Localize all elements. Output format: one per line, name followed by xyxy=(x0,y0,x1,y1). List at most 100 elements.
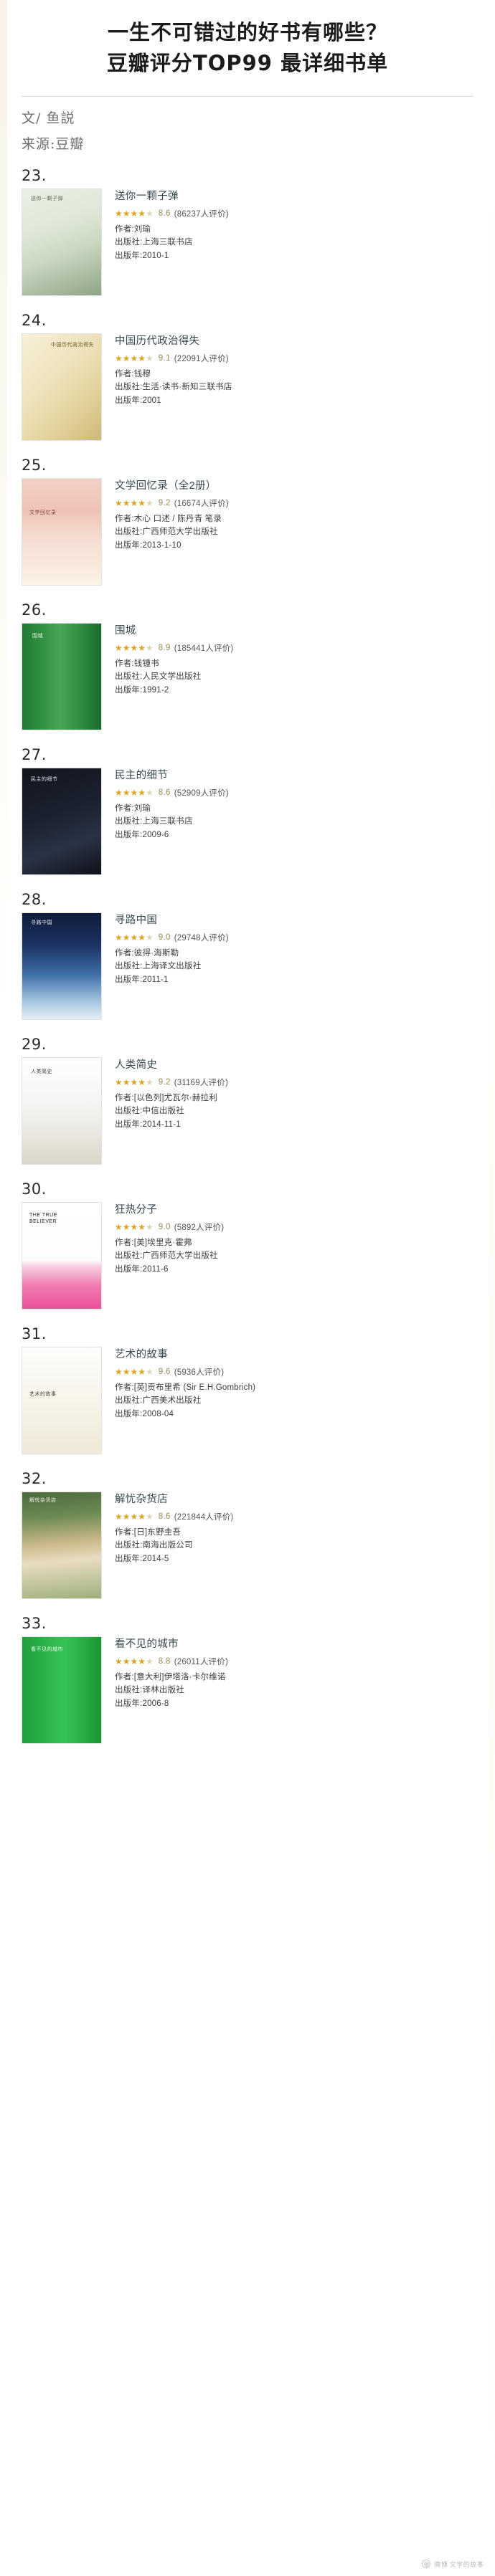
book-cover-image[interactable]: 解忧杂货店 xyxy=(22,1491,102,1599)
book-pubyear-line: 出版年:2006-8 xyxy=(115,1699,169,1708)
book-title-link[interactable]: 寻路中国 xyxy=(115,914,158,926)
book-score: 8.8 xyxy=(158,1656,171,1666)
book-rating-row: ★★★★★ 8.6 (86237人评价) xyxy=(115,208,229,219)
book-pubyear-line: 出版年:2013-1-10 xyxy=(115,541,182,550)
book-publisher-line: 出版社:生活·读书·新知三联书店 xyxy=(115,383,232,392)
book-vote-count: (185441人评价) xyxy=(174,644,234,653)
book-rating-row: ★★★★★ 8.6 (221844人评价) xyxy=(115,1511,233,1522)
book-author-line: 作者:刘瑜 xyxy=(115,224,151,234)
book-publisher-line: 出版社:南海出版公司 xyxy=(115,1541,193,1550)
book-publisher-line: 出版社:上海译文出版社 xyxy=(115,962,202,971)
book-author-line: 作者:[意大利]伊塔洛·卡尔维诺 xyxy=(115,1672,226,1681)
book-title-link[interactable]: 看不见的城市 xyxy=(115,1638,179,1650)
book-title-link[interactable]: 围城 xyxy=(115,624,136,636)
book-score: 8.6 xyxy=(158,209,171,218)
book-rank-number: 28. xyxy=(22,890,47,908)
book-entry: 33. 看不见的城市 看不见的城市 ★★★★★ 8.8 (26011人评价) 作者:[意大利… xyxy=(0,1615,495,1744)
book-author-line: 作者:[美]埃里克·霍弗 xyxy=(115,1238,192,1247)
book-entry: 23. 送你一颗子弹 送你一颗子弹 ★★★★★ 8.6 (86237人评价) 作者:刘瑜 出版… xyxy=(0,167,495,296)
book-meta: 文学回忆录（全2册） ★★★★★ 9.2 (16674人评价) 作者:木心 口述 / 陈… xyxy=(102,478,229,553)
book-title-link[interactable]: 送你一颗子弹 xyxy=(115,190,179,202)
header-divider xyxy=(22,95,473,97)
book-cover-image[interactable]: 看不见的城市 xyxy=(22,1636,102,1744)
book-cover-title: 文学回忆录 xyxy=(29,510,57,515)
book-entry: 25. 文学回忆录 文学回忆录（全2册） ★★★★★ 9.2 (16674人评价) 作者:木… xyxy=(0,457,495,586)
book-title-link[interactable]: 民主的细节 xyxy=(115,769,168,781)
book-vote-count: (221844人评价) xyxy=(174,1512,234,1522)
book-vote-count: (31169人评价) xyxy=(174,1078,228,1087)
book-entry: 29. 人类简史 人类简史 ★★★★★ 9.2 (31169人评价) 作者:[以色列]尤瓦尔… xyxy=(0,1036,495,1165)
byline-block: 文/ 鱼説 来源:豆瓣 xyxy=(0,80,495,157)
book-rating-row: ★★★★★ 9.1 (22091人评价) xyxy=(115,353,232,364)
book-author-line: 作者:[以色列]尤瓦尔·赫拉利 xyxy=(115,1093,217,1102)
star-rating-icon: ★★★★★ xyxy=(115,497,154,508)
book-cover-title: 送你一颗子弹 xyxy=(31,196,63,201)
book-cover-title: THE TRUE BELIEVER xyxy=(29,1212,57,1224)
book-list: 23. 送你一颗子弹 送你一颗子弹 ★★★★★ 8.6 (86237人评价) 作者:刘瑜 出版… xyxy=(0,157,495,1744)
book-score: 9.0 xyxy=(158,1222,171,1231)
book-title-link[interactable]: 狂热分子 xyxy=(115,1203,158,1216)
book-cover-image[interactable]: 艺术的故事 xyxy=(22,1346,102,1454)
book-vote-count: (5936人评价) xyxy=(174,1368,225,1377)
book-author-line: 作者:[日]东野圭吾 xyxy=(115,1527,182,1537)
book-entry: 31. 艺术的故事 艺术的故事 ★★★★★ 9.6 (5936人评价) 作者:[英]贡布里希… xyxy=(0,1325,495,1454)
book-pubyear-line: 出版年:1991-2 xyxy=(115,686,169,695)
book-meta: 人类简史 ★★★★★ 9.2 (31169人评价) 作者:[以色列]尤瓦尔·赫拉利 出版社… xyxy=(102,1057,228,1132)
book-vote-count: (29748人评价) xyxy=(174,933,229,943)
book-rank-number: 30. xyxy=(22,1180,47,1198)
star-rating-icon: ★★★★★ xyxy=(115,1077,154,1087)
weibo-logo-icon xyxy=(422,2560,431,2569)
byline-author: 文/ 鱼説 xyxy=(22,110,75,126)
book-cover-image[interactable]: 寻路中国 xyxy=(22,912,102,1020)
book-publisher-line: 出版社:上海三联书店 xyxy=(115,817,193,826)
star-rating-icon: ★★★★★ xyxy=(115,1656,154,1666)
book-vote-count: (86237人评价) xyxy=(174,209,229,219)
book-pubyear-line: 出版年:2008-04 xyxy=(115,1410,174,1418)
book-rank-number: 33. xyxy=(22,1614,47,1632)
book-title-link[interactable]: 人类简史 xyxy=(115,1059,158,1071)
book-publisher-line: 出版社:上海三联书店 xyxy=(115,238,193,247)
book-pubyear-line: 出版年:2001 xyxy=(115,396,161,405)
book-title-link[interactable]: 文学回忆录（全2册） xyxy=(115,480,217,492)
book-vote-count: (26011人评价) xyxy=(174,1657,228,1666)
book-title-link[interactable]: 中国历代政治得失 xyxy=(115,335,200,347)
book-rank-number: 27. xyxy=(22,745,47,763)
book-cover-image[interactable]: 人类简史 xyxy=(22,1056,102,1165)
book-meta: 寻路中国 ★★★★★ 9.0 (29748人评价) 作者:彼得·海斯勒 出版社:上海译文出… xyxy=(102,912,229,987)
book-pubyear-line: 出版年:2010-1 xyxy=(115,252,169,260)
book-meta: 解忧杂货店 ★★★★★ 8.6 (221844人评价) 作者:[日]东野圭吾出版社:南海… xyxy=(102,1492,233,1566)
book-meta: 艺术的故事 ★★★★★ 9.6 (5936人评价) 作者:[英]贡布里希 (Sir E.… xyxy=(102,1347,255,1421)
book-cover-image[interactable]: 文学回忆录 xyxy=(22,477,102,586)
book-publisher-line: 出版社:人民文学出版社 xyxy=(115,672,202,682)
book-rating-row: ★★★★★ 8.9 (185441人评价) xyxy=(115,642,233,654)
book-meta: 看不见的城市 ★★★★★ 8.8 (26011人评价) 作者:[意大利]伊塔洛·卡尔维诺… xyxy=(102,1636,228,1711)
book-cover-image[interactable]: THE TRUE BELIEVER xyxy=(22,1201,102,1310)
book-rating-row: ★★★★★ 9.0 (5892人评价) xyxy=(115,1221,224,1233)
book-score: 9.2 xyxy=(158,1077,171,1087)
book-author-line: 作者:钱锺书 xyxy=(115,659,159,668)
star-rating-icon: ★★★★★ xyxy=(115,1511,154,1522)
book-score: 9.6 xyxy=(158,1367,171,1376)
book-rating-row: ★★★★★ 9.6 (5936人评价) xyxy=(115,1366,255,1378)
book-entry: 27. 民主的细节 民主的细节 ★★★★★ 8.6 (52909人评价) 作者:刘瑜 出版社:… xyxy=(0,746,495,875)
book-cover-image[interactable]: 中国历代政治得失 xyxy=(22,333,102,441)
book-rank-number: 29. xyxy=(22,1035,47,1053)
book-score: 9.2 xyxy=(158,498,171,507)
page-title-line-2: 豆瓣评分TOP99 最详细书单 xyxy=(106,50,389,75)
book-entry: 26. 围城 围城 ★★★★★ 8.9 (185441人评价) 作者:钱锺书出版社:人民文学… xyxy=(0,601,495,730)
book-vote-count: (52909人评价) xyxy=(174,788,229,798)
book-cover-image[interactable]: 围城 xyxy=(22,622,102,730)
book-cover-image[interactable]: 送你一颗子弹 xyxy=(22,188,102,296)
book-title-link[interactable]: 解忧杂货店 xyxy=(115,1493,168,1505)
book-meta: 送你一颗子弹 ★★★★★ 8.6 (86237人评价) 作者:刘瑜出版社:上海三联书店出… xyxy=(102,189,229,263)
book-pubyear-line: 出版年:2011-6 xyxy=(115,1265,169,1274)
book-cover-image[interactable]: 民主的细节 xyxy=(22,767,102,875)
book-pubyear-line: 出版年:2011-1 xyxy=(115,975,169,984)
book-author-line: 作者:刘瑜 xyxy=(115,803,151,813)
book-cover-title: 民主的细节 xyxy=(31,776,58,782)
book-rank-number: 26. xyxy=(22,601,47,619)
star-rating-icon: ★★★★★ xyxy=(115,787,154,798)
book-cover-title: 寻路中国 xyxy=(31,920,52,925)
book-title-link[interactable]: 艺术的故事 xyxy=(115,1348,168,1360)
